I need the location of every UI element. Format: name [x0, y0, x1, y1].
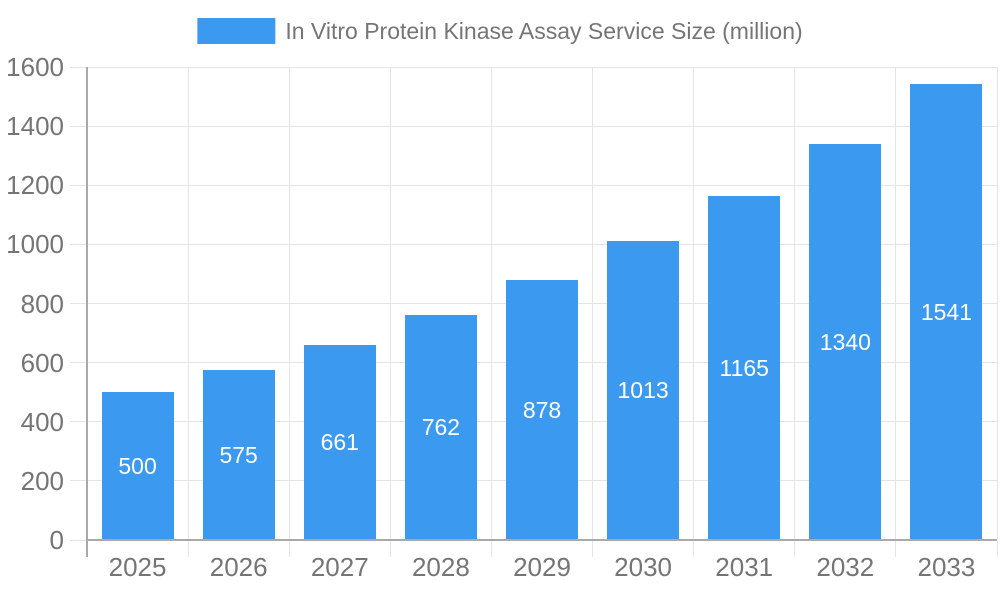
- y-axis-tick: [70, 303, 87, 304]
- bar-value-label: 762: [421, 414, 461, 441]
- x-axis-label: 2026: [209, 552, 268, 582]
- y-gridline: [87, 184, 997, 186]
- x-axis-label: 2027: [310, 552, 369, 582]
- bar-value-label: 575: [219, 442, 258, 468]
- bar[interactable]: 500: [101, 392, 174, 540]
- y-gridline: [87, 243, 997, 245]
- bar-value-label: 661: [320, 429, 359, 456]
- x-gridline: [996, 67, 998, 540]
- x-gridline: [794, 67, 796, 540]
- y-axis-line: [86, 67, 88, 557]
- bar-value-label: 1165: [719, 354, 769, 381]
- x-gridline: [389, 67, 391, 540]
- y-gridline: [87, 66, 997, 68]
- bar-value-label: 1340: [819, 328, 871, 355]
- bar[interactable]: 878: [506, 280, 578, 540]
- y-axis-label: 0: [49, 525, 64, 555]
- bar[interactable]: 661: [303, 344, 376, 540]
- bar[interactable]: 1541: [910, 84, 983, 540]
- x-gridline: [592, 67, 594, 540]
- bar[interactable]: 575: [202, 370, 275, 540]
- bar-value-label: 878: [522, 397, 562, 424]
- bar[interactable]: 1013: [607, 240, 680, 540]
- x-axis-label: 2029: [513, 552, 571, 582]
- y-axis-tick: [70, 539, 87, 541]
- y-axis-label: 1000: [6, 229, 64, 260]
- y-axis-label: 800: [20, 288, 64, 319]
- y-axis-label: 1600: [6, 52, 64, 82]
- x-gridline: [490, 67, 492, 540]
- x-axis-label: 2025: [108, 552, 167, 582]
- x-axis-label: 2031: [715, 552, 774, 582]
- y-axis-tick: [70, 243, 87, 245]
- bar[interactable]: 762: [404, 314, 477, 540]
- y-axis-label: 400: [20, 406, 64, 437]
- y-axis-tick: [70, 480, 87, 482]
- x-axis-tick: [794, 541, 796, 557]
- x-axis-tick: [592, 541, 594, 557]
- bar-value-label: 1013: [617, 377, 669, 404]
- x-axis-tick: [389, 541, 391, 557]
- bar[interactable]: 1340: [809, 143, 882, 540]
- x-gridline: [187, 67, 189, 540]
- legend-swatch-icon: [197, 18, 276, 44]
- x-axis-tick: [996, 541, 998, 557]
- x-gridline: [895, 67, 897, 540]
- x-axis-label: 2033: [917, 552, 976, 582]
- bar-value-label: 500: [118, 453, 157, 480]
- x-gridline: [693, 67, 695, 540]
- y-axis-tick: [70, 125, 87, 127]
- legend-label: In Vitro Protein Kinase Assay Service Si…: [285, 18, 803, 44]
- y-axis-tick: [70, 184, 87, 186]
- x-axis-tick: [288, 541, 290, 557]
- y-axis-label: 600: [20, 347, 64, 378]
- x-gridline: [288, 67, 290, 540]
- y-gridline: [87, 125, 997, 127]
- x-axis-label: 2030: [614, 552, 673, 582]
- x-axis-tick: [895, 541, 897, 557]
- x-axis-tick: [490, 541, 492, 557]
- x-axis-tick: [187, 541, 189, 557]
- x-axis-label: 2028: [411, 552, 470, 582]
- bar[interactable]: 1165: [708, 195, 781, 540]
- y-axis-tick: [70, 362, 87, 364]
- x-axis-line: [87, 539, 997, 541]
- chart-legend[interactable]: In Vitro Protein Kinase Assay Service Si…: [197, 17, 803, 45]
- y-axis-tick: [70, 421, 87, 423]
- y-axis-label: 1400: [6, 111, 64, 142]
- y-axis-label: 200: [20, 465, 64, 496]
- x-axis-tick: [693, 541, 695, 557]
- y-axis-label: 1200: [6, 170, 64, 201]
- bar-value-label: 1541: [920, 299, 973, 326]
- x-axis-label: 2032: [816, 552, 875, 582]
- y-axis-tick: [70, 66, 87, 68]
